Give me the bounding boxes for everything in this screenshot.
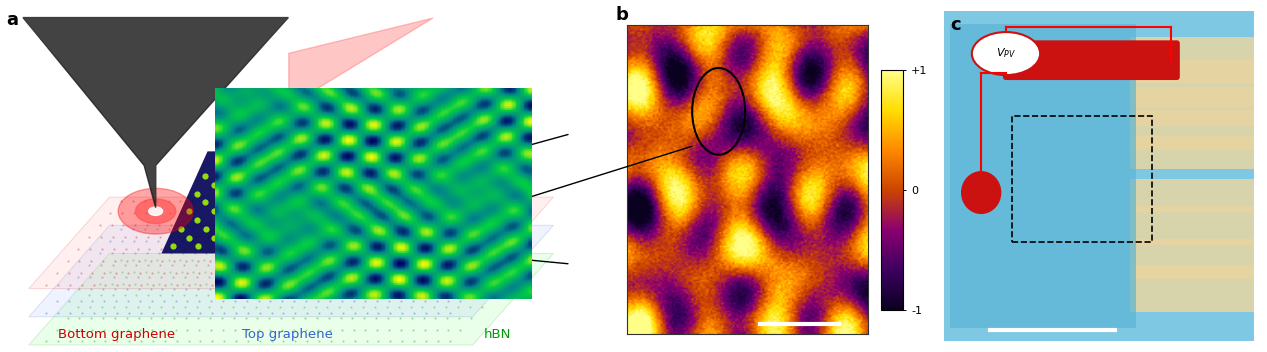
Text: Top graphene: Top graphene — [242, 328, 333, 341]
Bar — [1012, 117, 1152, 242]
Bar — [1130, 136, 1254, 169]
Bar — [1130, 265, 1254, 312]
Text: Bottom graphene: Bottom graphene — [58, 328, 175, 341]
Ellipse shape — [972, 32, 1040, 75]
Polygon shape — [23, 18, 289, 208]
Y-axis label: $V_{PV}$ (norm.): $V_{PV}$ (norm.) — [944, 156, 960, 224]
Circle shape — [148, 207, 162, 215]
Polygon shape — [29, 225, 554, 317]
FancyBboxPatch shape — [1003, 40, 1180, 80]
Text: c: c — [950, 15, 960, 33]
Text: b: b — [614, 6, 628, 24]
Polygon shape — [23, 18, 289, 201]
Bar — [1130, 37, 1254, 83]
Circle shape — [118, 188, 193, 234]
Text: a: a — [6, 11, 18, 29]
Bar — [950, 24, 1136, 328]
Bar — [1130, 110, 1254, 150]
Circle shape — [960, 171, 1001, 214]
Polygon shape — [29, 253, 554, 345]
Bar — [1130, 239, 1254, 278]
Bar — [1130, 206, 1254, 245]
Bar — [1130, 60, 1254, 107]
Text: $V_{PV}$: $V_{PV}$ — [996, 47, 1016, 61]
Bar — [1130, 87, 1254, 126]
Polygon shape — [161, 151, 403, 253]
Text: hBN: hBN — [484, 328, 512, 341]
Bar — [1130, 179, 1254, 212]
Polygon shape — [29, 197, 554, 289]
Circle shape — [136, 199, 176, 224]
